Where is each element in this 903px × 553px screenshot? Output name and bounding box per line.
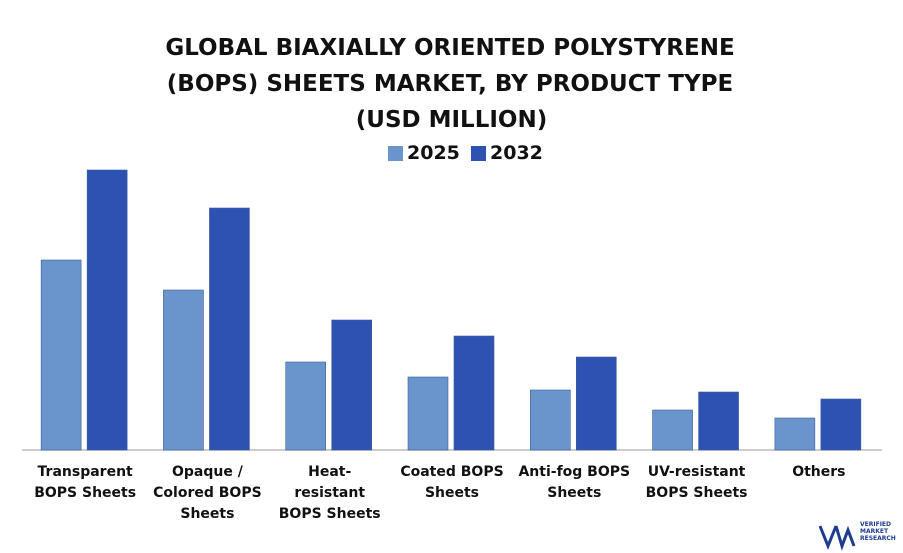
bar bbox=[820, 398, 862, 451]
bar bbox=[652, 409, 693, 451]
bar bbox=[40, 259, 82, 451]
legend-swatch bbox=[388, 146, 403, 161]
x-tick-label: Heat-resistant BOPS Sheets bbox=[278, 464, 381, 522]
bar bbox=[407, 376, 449, 451]
bar bbox=[331, 319, 373, 451]
x-tick-label: Others bbox=[792, 464, 846, 480]
bar bbox=[774, 417, 816, 451]
logo-mark bbox=[818, 525, 856, 551]
bar bbox=[285, 361, 327, 451]
x-tick-label: Anti-fog BOPS Sheets bbox=[518, 464, 631, 501]
bar bbox=[529, 389, 571, 451]
x-tick-label: Opaque / Colored BOPS Sheets bbox=[153, 464, 262, 522]
legend-swatch bbox=[471, 146, 486, 161]
bar bbox=[453, 335, 495, 451]
bar bbox=[209, 207, 250, 451]
x-tick-label: Transparent BOPS Sheets bbox=[34, 464, 137, 501]
bar bbox=[163, 289, 204, 451]
bar bbox=[86, 169, 128, 451]
x-tick-label: Coated BOPS Sheets bbox=[400, 464, 504, 501]
chart-title: GLOBAL BIAXIALLY ORIENTED POLYSTYRENE (B… bbox=[165, 35, 735, 97]
logo-text: VERIFIED MARKET RESEARCH bbox=[860, 521, 896, 542]
x-tick-label: UV-resistant BOPS Sheets bbox=[645, 464, 748, 501]
legend-label: 2025 bbox=[407, 142, 460, 164]
bar bbox=[698, 391, 739, 451]
chart-subtitle: (USD MILLION) bbox=[355, 107, 548, 133]
bar bbox=[575, 356, 617, 451]
legend-label: 2032 bbox=[490, 142, 543, 164]
